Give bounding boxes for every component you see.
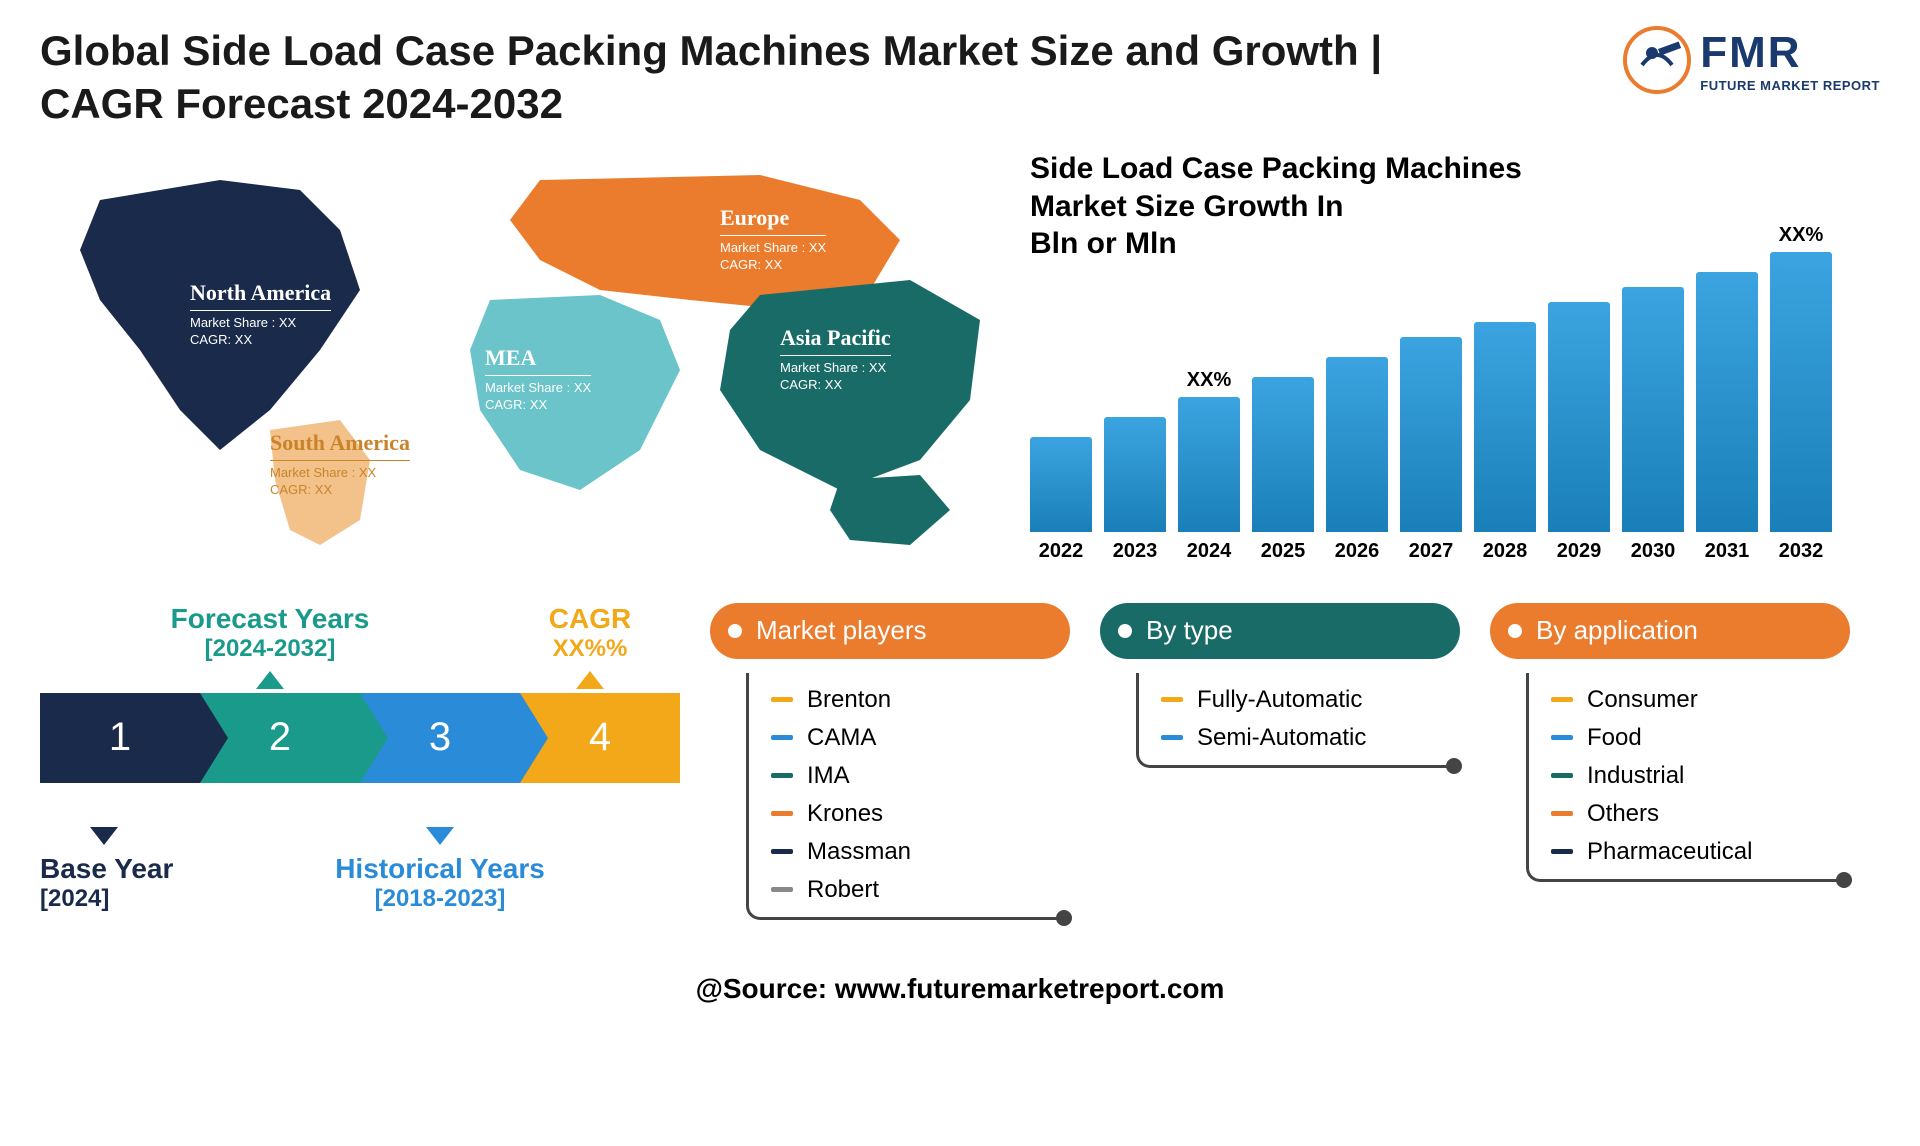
timeline: Forecast Years [2024-2032] CAGR XX%% 123… [40,603,680,923]
by-application-column: By application ConsumerFoodIndustrialOth… [1490,603,1850,882]
logo-subtitle: FUTURE MARKET REPORT [1700,78,1880,93]
list-item: Robert [771,871,1070,909]
list-item: Massman [771,833,1070,871]
timeline-seg-1: 1 [40,693,200,783]
region-ap: Asia Pacific Market Share : XX CAGR: XX [780,325,891,394]
bar-2030: 2030 [1622,287,1684,563]
bar-2025: 2025 [1252,377,1314,563]
list-item: IMA [771,757,1070,795]
bar-2023: 2023 [1104,417,1166,563]
chart-title-l1: Side Load Case Packing Machines [1030,150,1880,188]
list-item: CAMA [771,719,1070,757]
bar-2022: 2022 [1030,437,1092,563]
bar-2026: 2026 [1326,357,1388,563]
by-type-column: By type Fully-AutomaticSemi-Automatic [1100,603,1460,768]
bar-2028: 2028 [1474,322,1536,563]
market-players-pill: Market players [710,603,1070,659]
tick-icon [1551,697,1573,702]
historical-label: Historical Years [2018-2023] [320,827,560,913]
bullet-icon [1118,624,1132,638]
by-type-pill: By type [1100,603,1460,659]
tick-icon [1551,735,1573,740]
chart-title-l3: Bln or Mln [1030,225,1880,263]
list-item: Semi-Automatic [1161,719,1460,757]
list-item: Brenton [771,681,1070,719]
page-title: Global Side Load Case Packing Machines M… [40,25,1490,130]
base-year-label: Base Year [2024] [40,827,200,913]
bar-2027: 2027 [1400,337,1462,563]
list-item: Others [1551,795,1850,833]
bar-2029: 2029 [1548,302,1610,563]
region-mea: MEA Market Share : XX CAGR: XX [485,345,591,414]
tick-icon [1161,697,1183,702]
region-sa: South America Market Share : XX CAGR: XX [270,430,410,499]
source-attribution: @Source: www.futuremarketreport.com [40,973,1880,1005]
world-map: North America Market Share : XX CAGR: XX… [40,150,1000,550]
brand-logo: FMR FUTURE MARKET REPORT [1622,25,1880,95]
tick-icon [1551,849,1573,854]
bar-2024: 2024XX% [1178,397,1240,563]
tick-icon [771,697,793,702]
annotation-2032: XX% [1779,224,1823,247]
list-item: Consumer [1551,681,1850,719]
list-item: Food [1551,719,1850,757]
bullet-icon [728,624,742,638]
annotation-2024: XX% [1187,369,1231,392]
globe-telescope-icon [1622,25,1692,95]
tick-icon [771,887,793,892]
market-players-column: Market players BrentonCAMAIMAKronesMassm… [710,603,1070,920]
tick-icon [1161,735,1183,740]
by-application-pill: By application [1490,603,1850,659]
region-eu: Europe Market Share : XX CAGR: XX [720,205,826,274]
tick-icon [771,735,793,740]
tick-icon [1551,811,1573,816]
bar-2031: 2031 [1696,272,1758,563]
list-item: Fully-Automatic [1161,681,1460,719]
header: Global Side Load Case Packing Machines M… [40,25,1880,130]
cagr-label: CAGR XX%% [520,603,660,689]
tick-icon [1551,773,1573,778]
growth-bar-chart: Side Load Case Packing Machines Market S… [1030,150,1880,563]
tick-icon [771,811,793,816]
tick-icon [771,773,793,778]
list-item: Krones [771,795,1070,833]
list-item: Pharmaceutical [1551,833,1850,871]
bar-2032: 2032XX% [1770,252,1832,563]
logo-text: FMR [1700,28,1880,78]
chart-title-l2: Market Size Growth In [1030,188,1880,226]
forecast-label: Forecast Years [2024-2032] [170,603,370,689]
tick-icon [771,849,793,854]
list-item: Industrial [1551,757,1850,795]
bullet-icon [1508,624,1522,638]
region-na: North America Market Share : XX CAGR: XX [190,280,331,349]
